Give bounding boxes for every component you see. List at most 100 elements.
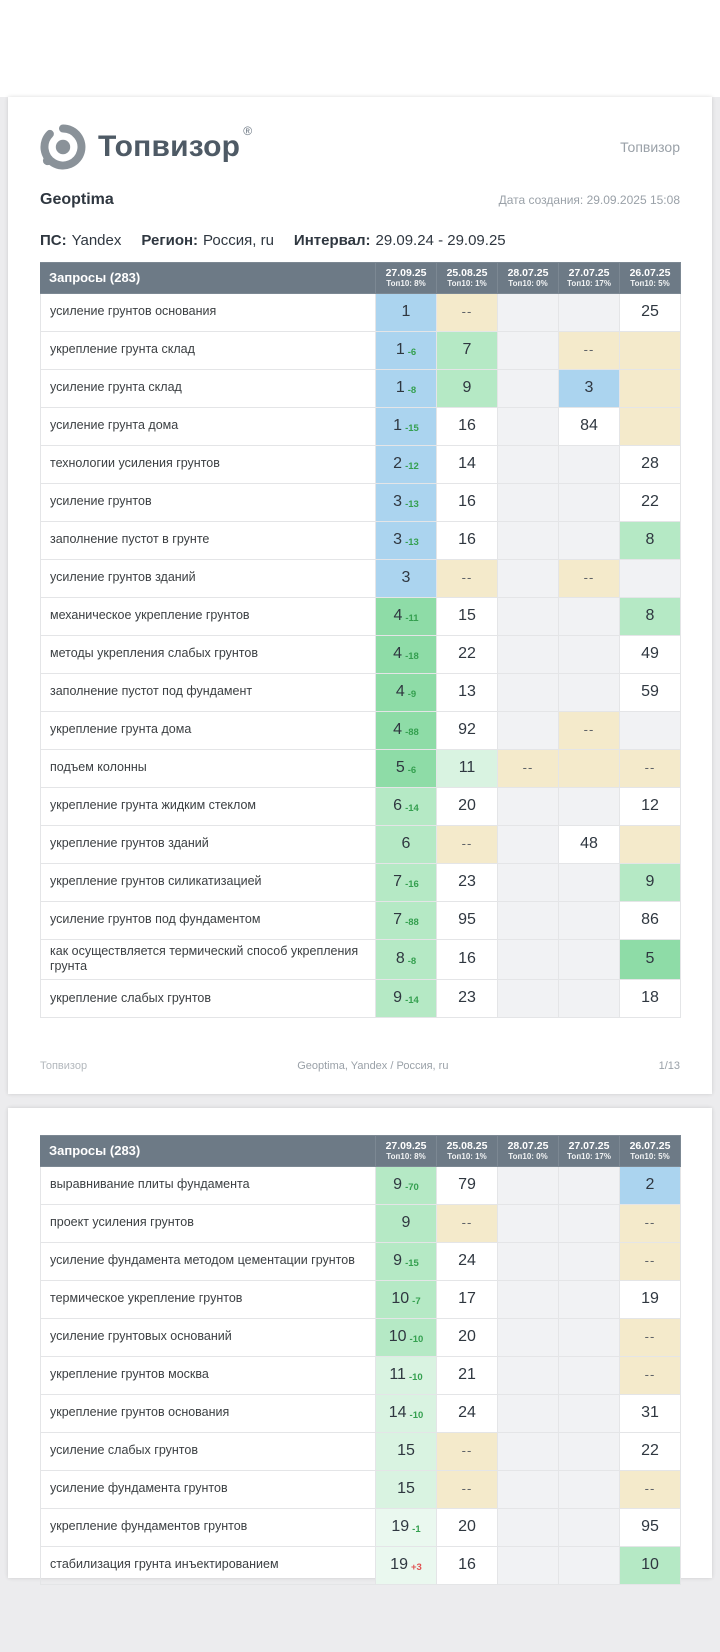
query-text: стабилизация грунта инъектированием	[40, 1545, 376, 1585]
query-row: выравнивание плиты фундамента 9 -70 79 2	[40, 1165, 681, 1205]
position-value: 8	[645, 531, 655, 549]
creation-date: Дата создания: 29.09.2025 15:08	[498, 193, 680, 207]
position-value: 95	[641, 1518, 659, 1536]
position-cell: 16	[436, 1545, 498, 1585]
position-cell: 4 -18	[375, 634, 437, 674]
report-viewer: Топвизор ® Топвизор Geoptima Дата создани…	[0, 97, 720, 1585]
position-value: 14	[388, 1404, 407, 1422]
position-change: -9	[407, 689, 417, 701]
position-cell: 9	[375, 1203, 437, 1243]
position-value: 4	[393, 607, 403, 625]
position-value: 20	[458, 797, 476, 815]
position-cell: --	[558, 710, 620, 750]
header-brand-right: Топвизор	[620, 139, 680, 155]
position-cell: 8 -8	[375, 938, 437, 980]
position-cell: 79	[436, 1165, 498, 1205]
position-cell	[558, 634, 620, 674]
position-cell: 13	[436, 672, 498, 712]
position-value: 22	[641, 1442, 659, 1460]
column-date: 28.07.25	[507, 1140, 549, 1152]
position-not-found: --	[522, 760, 534, 776]
query-row: заполнение пустот под фундамент 4 -9 13 59	[40, 672, 681, 712]
position-cell	[558, 520, 620, 560]
position-change: -18	[405, 651, 419, 663]
position-change: -14	[405, 803, 419, 815]
query-text: усиление фундамента грунтов	[40, 1469, 376, 1509]
position-cell	[558, 1165, 620, 1205]
position-cell	[497, 596, 559, 636]
position-cell: 7 -16	[375, 862, 437, 902]
query-text: термическое укрепление грунтов	[40, 1279, 376, 1319]
position-value: 4	[395, 683, 405, 701]
position-change: -14	[405, 995, 419, 1007]
column-date: 26.07.25	[629, 1140, 671, 1152]
position-cell: 17	[436, 1279, 498, 1319]
date-column-header: 25.08.25 Топ10: 1%	[436, 262, 498, 294]
position-value: 22	[641, 493, 659, 511]
position-cell: 15	[375, 1469, 437, 1509]
position-value: 14	[458, 455, 476, 473]
query-row: усиление грунтовых оснований 10 -10 20 --	[40, 1317, 681, 1357]
position-cell	[497, 1165, 559, 1205]
query-row: стабилизация грунта инъектированием 19 +3 1…	[40, 1545, 681, 1585]
position-value: 10	[388, 1328, 407, 1346]
query-text: усиление грунта склад	[40, 368, 376, 408]
position-value: 48	[580, 835, 598, 853]
position-cell: 20	[436, 1507, 498, 1547]
position-change: -8	[407, 385, 417, 397]
report-header: Топвизор ® Топвизор	[40, 123, 680, 171]
column-top10-percent: Топ10: 5%	[630, 279, 670, 289]
query-row: усиление грунта склад 1 -8 9 3	[40, 368, 681, 408]
position-cell: --	[497, 748, 559, 788]
brand-name: Топвизор ®	[98, 124, 252, 164]
position-value: 11	[458, 759, 476, 777]
position-cell: --	[619, 1469, 681, 1509]
position-cell: 5 -6	[375, 748, 437, 788]
query-text: укрепление грунтов основания	[40, 1393, 376, 1433]
position-not-found: --	[644, 1481, 656, 1497]
position-change: -1	[412, 1524, 421, 1536]
position-cell: 25	[619, 292, 681, 332]
table-header-row: Запросы (283) 27.09.25 Топ10: 8% 25.08.25 То…	[40, 1135, 681, 1167]
query-row: механическое укрепление грунтов 4 -11 15 8	[40, 596, 681, 636]
position-value: 16	[458, 417, 476, 435]
position-cell: --	[436, 1469, 498, 1509]
position-cell: 6	[375, 824, 437, 864]
position-cell	[619, 710, 681, 750]
position-change: +3	[410, 1562, 422, 1574]
position-change: -15	[405, 423, 419, 435]
query-row: усиление грунтов 3 -13 16 22	[40, 482, 681, 522]
position-not-found: --	[583, 722, 595, 738]
date-column-header: 26.07.25 Топ10: 5%	[619, 262, 681, 294]
position-cell	[558, 900, 620, 940]
column-top10-percent: Топ10: 17%	[567, 1152, 611, 1162]
position-not-found: --	[644, 1253, 656, 1269]
position-cell	[558, 1431, 620, 1471]
queries-table-page-2: Запросы (283) 27.09.25 Топ10: 8% 25.08.25 То…	[40, 1135, 681, 1585]
position-value: 13	[458, 683, 476, 701]
position-value: 4	[393, 721, 403, 739]
date-column-header: 25.08.25 Топ10: 1%	[436, 1135, 498, 1167]
meta-interval-value: 29.09.24 - 29.09.25	[375, 232, 506, 249]
position-cell: 16	[436, 406, 498, 446]
column-top10-percent: Топ10: 1%	[447, 1152, 487, 1162]
position-cell: 4 -88	[375, 710, 437, 750]
position-change: -88	[405, 917, 419, 929]
query-row: укрепление грунтов москва 11 -10 21 --	[40, 1355, 681, 1395]
position-value: 5	[395, 759, 405, 777]
query-text: механическое укрепление грунтов	[40, 596, 376, 636]
position-value: 3	[393, 531, 403, 549]
position-value: 6	[393, 797, 403, 815]
position-cell	[497, 368, 559, 408]
query-row: усиление грунтов зданий 3 -- --	[40, 558, 681, 598]
position-value: 15	[458, 607, 476, 625]
position-cell	[558, 596, 620, 636]
column-top10-percent: Топ10: 5%	[630, 1152, 670, 1162]
position-value: 25	[641, 303, 659, 321]
query-text: укрепление грунта жидким стеклом	[40, 786, 376, 826]
position-cell	[497, 1317, 559, 1357]
position-not-found: --	[461, 1481, 473, 1497]
position-cell: 23	[436, 862, 498, 902]
query-text: укрепление фундаментов грунтов	[40, 1507, 376, 1547]
position-cell	[619, 330, 681, 370]
